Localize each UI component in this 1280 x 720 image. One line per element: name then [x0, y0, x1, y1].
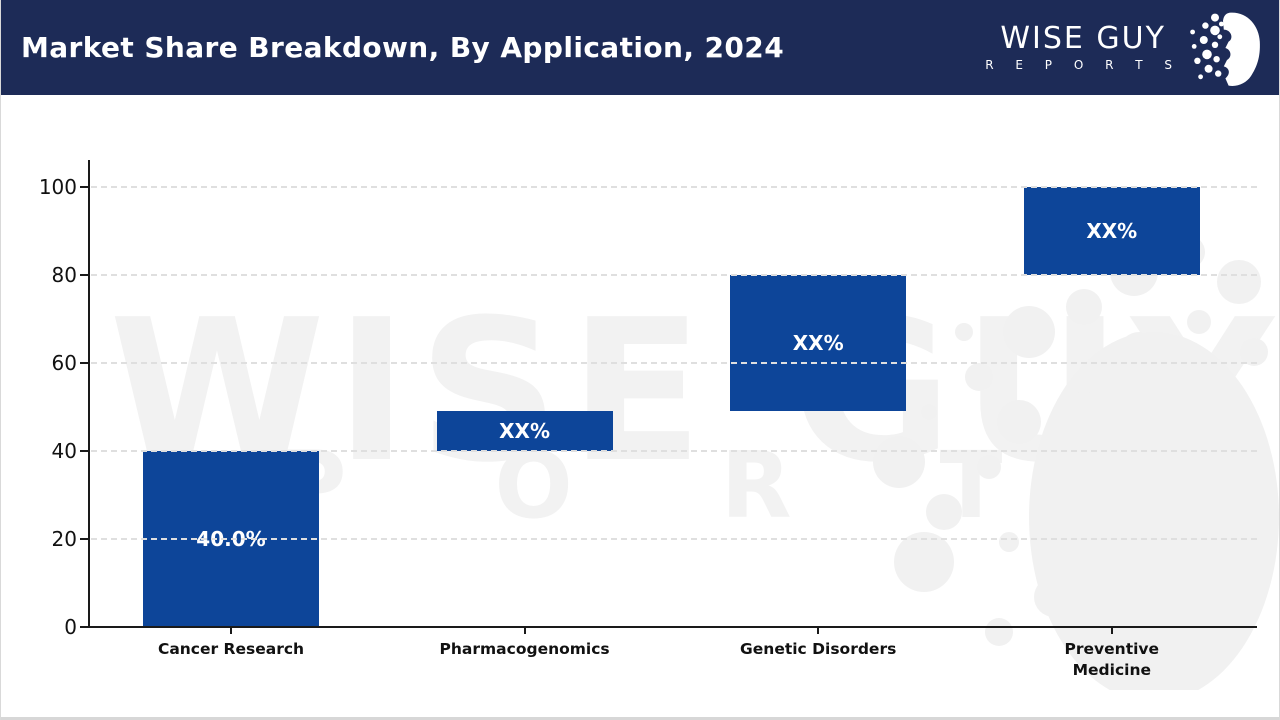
page-title: Market Share Breakdown, By Application, …	[21, 31, 785, 64]
x-axis-tick-label-genetic-disorders: Genetic Disorders	[740, 640, 897, 658]
gridline-y-60	[91, 362, 1257, 364]
bar-value-label: XX%	[1086, 219, 1138, 243]
y-tick-mark-0	[80, 626, 89, 628]
logo-head-icon	[1190, 12, 1260, 86]
x-tick-mark-pharmacogenomics	[523, 628, 526, 634]
y-tick-mark-60	[80, 362, 89, 364]
gridline-y-100	[91, 186, 1257, 188]
footer-divider	[1, 717, 1279, 720]
y-tick-mark-100	[80, 186, 89, 188]
y-axis-tick-label: 0	[64, 615, 77, 639]
logo-subtitle: R E P O R T S	[985, 58, 1181, 72]
x-tick-mark-genetic-disorders	[817, 628, 820, 634]
y-tick-mark-20	[80, 538, 89, 540]
y-axis-tick-label: 80	[51, 263, 77, 287]
bar-value-label: XX%	[499, 419, 551, 444]
y-axis-tick-label: 60	[51, 351, 77, 375]
x-axis-tick-label-cancer-research: Cancer Research	[157, 640, 305, 658]
logo-wordmark: WISE GUY R E P O R T S	[985, 21, 1181, 72]
x-axis-line	[88, 626, 1257, 628]
y-axis-tick-label: 40	[51, 439, 77, 463]
y-axis-tick-label: 20	[51, 527, 77, 551]
gridline-y-40	[91, 450, 1257, 452]
header-bar: Market Share Breakdown, By Application, …	[1, 0, 1279, 95]
x-axis-tick-label-preventive-medicine: Preventive Medicine	[1064, 640, 1160, 679]
y-tick-mark-80	[80, 274, 89, 276]
bar-genetic-disorders: XX%	[730, 275, 907, 412]
gridline-y-80	[91, 274, 1257, 276]
bar-value-label: XX%	[792, 331, 844, 356]
logo-brand-name: WISE GUY	[1000, 21, 1166, 56]
x-axis-tick-label-pharmacogenomics: Pharmacogenomics	[439, 640, 610, 658]
x-tick-mark-preventive-medicine	[1110, 628, 1113, 634]
y-axis-tick-label: 100	[38, 175, 77, 199]
bar-pharmacogenomics: XX%	[436, 411, 613, 451]
x-tick-mark-cancer-research	[230, 628, 232, 634]
y-axis-line	[88, 160, 90, 628]
wise-guy-reports-logo: WISE GUY R E P O R T S	[985, 6, 1263, 90]
gridline-y-20	[91, 538, 1257, 540]
bar-preventive-medicine: XX%	[1023, 187, 1200, 275]
y-tick-mark-40	[80, 450, 89, 452]
